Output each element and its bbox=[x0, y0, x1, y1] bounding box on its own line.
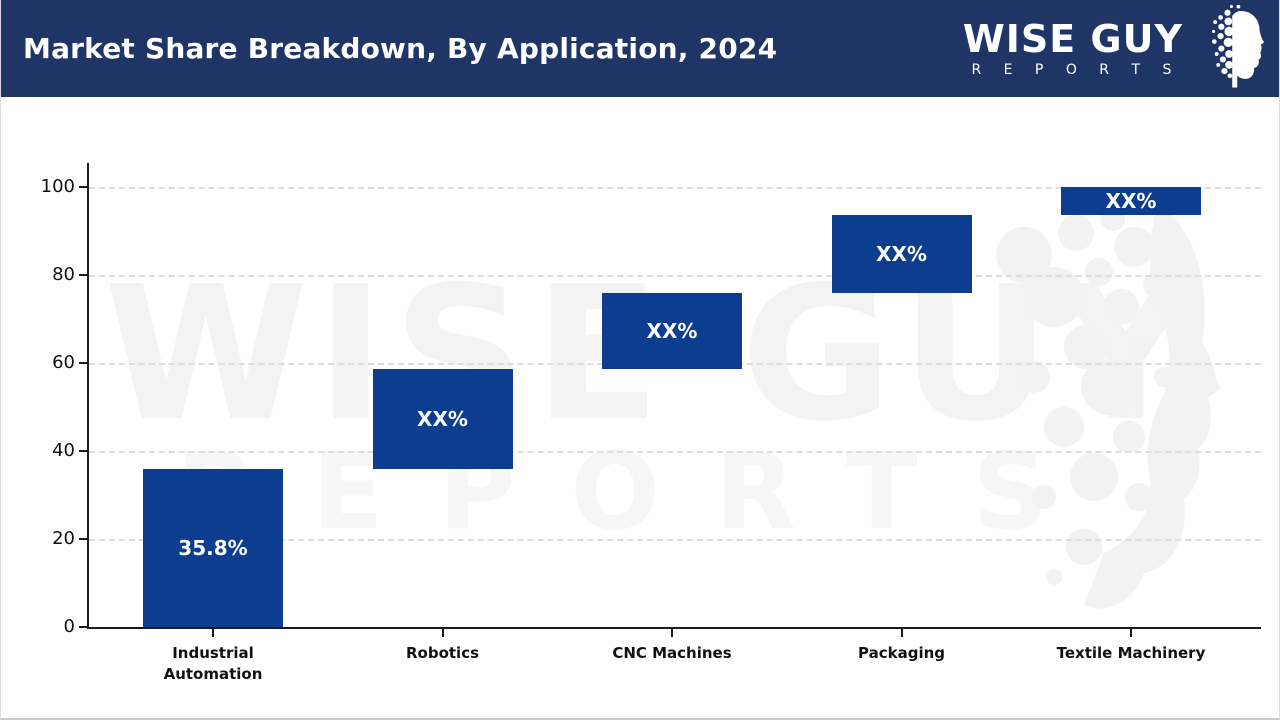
y-axis-tick-label: 40 bbox=[52, 440, 75, 461]
bar-segment: XX% bbox=[602, 292, 742, 370]
gridline bbox=[89, 187, 1261, 189]
x-axis-category-label: Industrial Automation bbox=[163, 644, 263, 683]
y-axis-tick-label: 60 bbox=[52, 352, 75, 373]
brand-name: WISE GUY bbox=[962, 16, 1183, 61]
watermark-subtext: REPORTS bbox=[176, 431, 1104, 553]
header-bar: Market Share Breakdown, By Application, … bbox=[1, 0, 1279, 97]
wiseguy-head-icon bbox=[1187, 4, 1265, 93]
bar-value-label: XX% bbox=[417, 407, 468, 432]
y-axis-tick bbox=[79, 538, 87, 540]
x-axis-category-label: CNC Machines bbox=[612, 644, 732, 662]
x-axis-tick bbox=[671, 629, 673, 637]
gridline bbox=[89, 539, 1261, 541]
x-axis-tick bbox=[212, 629, 214, 637]
x-axis-category-label: Textile Machinery bbox=[1056, 644, 1206, 662]
brand-logo-text: WISE GUY R E P O R T S bbox=[963, 20, 1183, 78]
y-axis-tick-label: 100 bbox=[40, 176, 75, 197]
x-axis-line bbox=[87, 627, 1261, 629]
bar-value-label: XX% bbox=[1105, 189, 1157, 214]
x-axis-category-label: Packaging bbox=[858, 644, 945, 662]
bar-value-label: XX% bbox=[876, 241, 927, 266]
watermark-head-icon bbox=[906, 175, 1236, 619]
brand-subtitle: R E P O R T S bbox=[971, 61, 1181, 78]
bar-segment: XX% bbox=[1061, 187, 1201, 216]
y-axis-tick-label: 80 bbox=[52, 264, 75, 285]
y-axis-tick-label: 0 bbox=[63, 616, 75, 637]
y-axis-tick-label: 20 bbox=[52, 528, 75, 549]
y-axis-tick bbox=[79, 626, 87, 628]
bar-value-label: XX% bbox=[646, 318, 698, 343]
y-axis-tick bbox=[79, 362, 87, 364]
bar-segment: 35.8% bbox=[143, 469, 283, 627]
bar-segment: XX% bbox=[372, 369, 513, 470]
brand-logo: WISE GUY R E P O R T S bbox=[963, 4, 1279, 93]
y-axis-tick bbox=[79, 186, 87, 188]
x-axis-tick bbox=[900, 629, 903, 637]
y-axis-tick bbox=[79, 450, 87, 452]
x-axis-tick bbox=[1130, 629, 1132, 637]
gridline bbox=[89, 451, 1261, 453]
page-title: Market Share Breakdown, By Application, … bbox=[23, 32, 778, 65]
x-axis-category-label: Robotics bbox=[405, 644, 480, 662]
waterfall-chart: 0 20 40 60 80 100 35.8% XX% XX% XX% XX% Industrial … bbox=[41, 163, 1261, 683]
bar-segment: XX% bbox=[831, 215, 972, 293]
x-axis-tick bbox=[441, 629, 444, 637]
bar-value-label: 35.8% bbox=[178, 536, 248, 561]
gridline bbox=[89, 275, 1261, 277]
y-axis-tick bbox=[79, 274, 87, 276]
y-axis-line bbox=[87, 163, 89, 629]
